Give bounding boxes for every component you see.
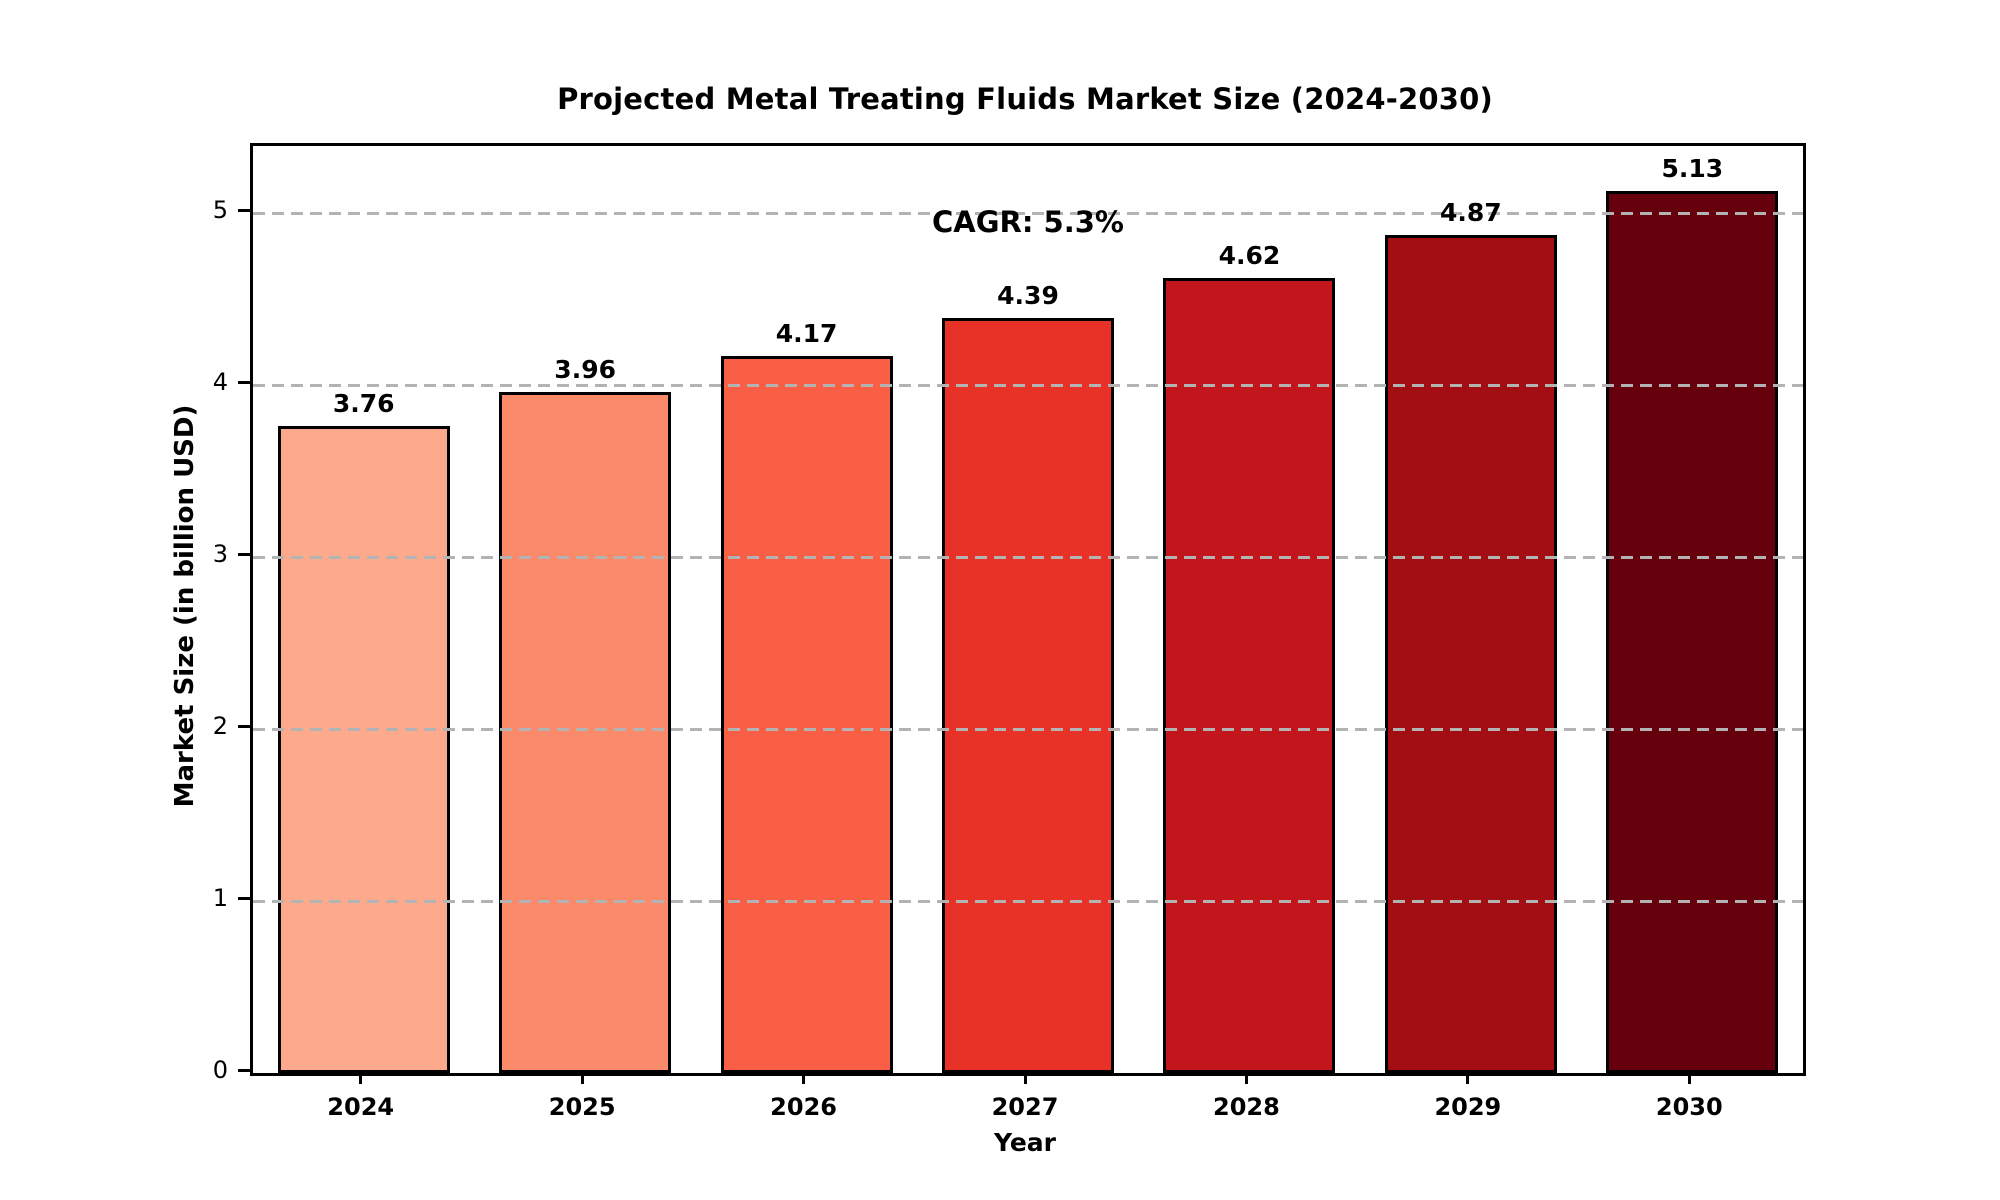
- bar-value-label-2030: 5.13: [1661, 153, 1724, 183]
- gridline-y3: [253, 555, 1803, 559]
- gridline-y1: [253, 899, 1803, 903]
- bar-value-label-2027: 4.39: [997, 280, 1059, 310]
- y-tick-mark-1: [238, 896, 250, 900]
- bar-2028: [1163, 278, 1336, 1073]
- cagr-annotation: CAGR: 5.3%: [932, 205, 1124, 239]
- bar-2029: [1384, 235, 1557, 1073]
- x-axis-label: Year: [994, 1128, 1056, 1157]
- y-axis-label: Market Size (in billion USD): [170, 404, 200, 808]
- bars-layer: [253, 146, 1803, 1073]
- x-tick-label-2030: 2030: [1655, 1093, 1723, 1121]
- gridline-y2: [253, 727, 1803, 731]
- y-tick-label-2: 2: [212, 712, 228, 741]
- x-tick-mark-2026: [802, 1073, 806, 1084]
- x-tick-mark-2025: [580, 1073, 584, 1084]
- y-tick-mark-4: [238, 380, 250, 384]
- y-tick-label-4: 4: [212, 368, 228, 397]
- bar-labels-layer: 3.76 3.96 4.17 4.39 4.62 4.87 5.13: [253, 146, 1803, 1073]
- x-tick-label-2027: 2027: [991, 1093, 1059, 1121]
- y-tick-mark-3: [238, 552, 250, 556]
- bar-2025: [499, 391, 672, 1073]
- y-tick-mark-5: [238, 208, 250, 212]
- chart-title: Projected Metal Treating Fluids Market S…: [557, 82, 1493, 116]
- y-tick-label-5: 5: [212, 196, 228, 225]
- bar-2027: [941, 318, 1115, 1073]
- x-tick-mark-2027: [1023, 1073, 1027, 1084]
- y-tick-mark-2: [238, 724, 250, 728]
- x-tick-label-2029: 2029: [1434, 1093, 1502, 1121]
- y-tick-mark-0: [238, 1068, 250, 1072]
- bar-value-label-2028: 4.62: [1218, 241, 1281, 271]
- y-tick-label-0: 0: [212, 1056, 228, 1084]
- x-tick-mark-2029: [1466, 1073, 1470, 1084]
- bar-value-label-2026: 4.17: [775, 318, 838, 348]
- bar-2026: [720, 355, 893, 1073]
- x-tick-label-2024: 2024: [327, 1093, 395, 1121]
- bar-value-label-2025: 3.96: [554, 354, 616, 384]
- bar-2024: [277, 426, 450, 1073]
- x-tick-label-2028: 2028: [1213, 1093, 1280, 1121]
- x-tick-mark-2024: [359, 1073, 363, 1084]
- gridline-y5: [253, 211, 1803, 215]
- plot-area: 3.76 3.96 4.17 4.39 4.62 4.87 5.13 CAGR: 5.3%: [250, 143, 1806, 1076]
- bar-value-label-2029: 4.87: [1440, 198, 1502, 228]
- x-tick-mark-2028: [1244, 1073, 1248, 1084]
- x-tick-mark-2030: [1687, 1073, 1691, 1084]
- gridlines-layer: [253, 146, 1803, 1073]
- bar-2030: [1606, 190, 1779, 1073]
- gridline-y4: [253, 383, 1803, 387]
- y-tick-label-1: 1: [212, 884, 228, 912]
- y-tick-label-3: 3: [212, 540, 228, 569]
- bar-value-label-2024: 3.76: [332, 389, 395, 419]
- x-tick-label-2025: 2025: [548, 1093, 616, 1121]
- x-tick-label-2026: 2026: [770, 1093, 837, 1121]
